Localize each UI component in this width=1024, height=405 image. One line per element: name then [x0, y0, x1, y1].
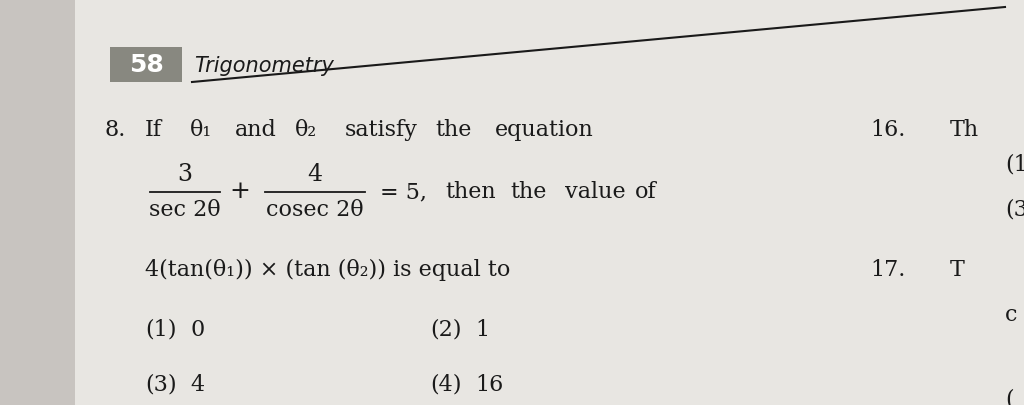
- Text: If: If: [145, 119, 162, 141]
- Text: the: the: [510, 181, 547, 202]
- Text: 8.: 8.: [105, 119, 126, 141]
- Text: 3: 3: [177, 163, 193, 186]
- Text: c: c: [1005, 303, 1018, 325]
- Text: satisfy: satisfy: [345, 119, 418, 141]
- Text: T: T: [950, 258, 965, 280]
- Text: θ₂: θ₂: [295, 119, 317, 141]
- Text: 4(tan(θ₁)) × (tan (θ₂)) is equal to: 4(tan(θ₁)) × (tan (θ₂)) is equal to: [145, 258, 510, 280]
- Text: 16.: 16.: [870, 119, 905, 141]
- Text: of: of: [635, 181, 656, 202]
- Text: Trigonometry: Trigonometry: [194, 55, 334, 75]
- Text: then: then: [445, 181, 496, 202]
- Text: cosec 2θ: cosec 2θ: [266, 198, 364, 220]
- Text: (4): (4): [430, 373, 462, 395]
- Text: 16: 16: [475, 373, 503, 395]
- Text: (3: (3: [1005, 198, 1024, 220]
- Text: (1: (1: [1005, 153, 1024, 175]
- Text: θ₁: θ₁: [190, 119, 212, 141]
- Text: (1): (1): [145, 318, 176, 340]
- Text: 1: 1: [475, 318, 489, 340]
- Text: and: and: [234, 119, 276, 141]
- Text: the: the: [435, 119, 471, 141]
- Text: 4: 4: [190, 373, 204, 395]
- Text: 4: 4: [307, 163, 323, 186]
- Text: (: (: [1005, 388, 1014, 405]
- Bar: [0, 0, 75, 405]
- Text: +: +: [229, 180, 251, 203]
- Text: 17.: 17.: [870, 258, 905, 280]
- Text: equation: equation: [495, 119, 594, 141]
- Text: value: value: [565, 181, 626, 202]
- Bar: [110, 48, 182, 83]
- Text: 0: 0: [190, 318, 204, 340]
- Text: Th: Th: [950, 119, 979, 141]
- Text: 58: 58: [129, 53, 164, 77]
- Text: sec 2θ: sec 2θ: [150, 198, 221, 220]
- Text: (3): (3): [145, 373, 176, 395]
- Text: (2): (2): [430, 318, 462, 340]
- Text: = 5,: = 5,: [380, 181, 427, 202]
